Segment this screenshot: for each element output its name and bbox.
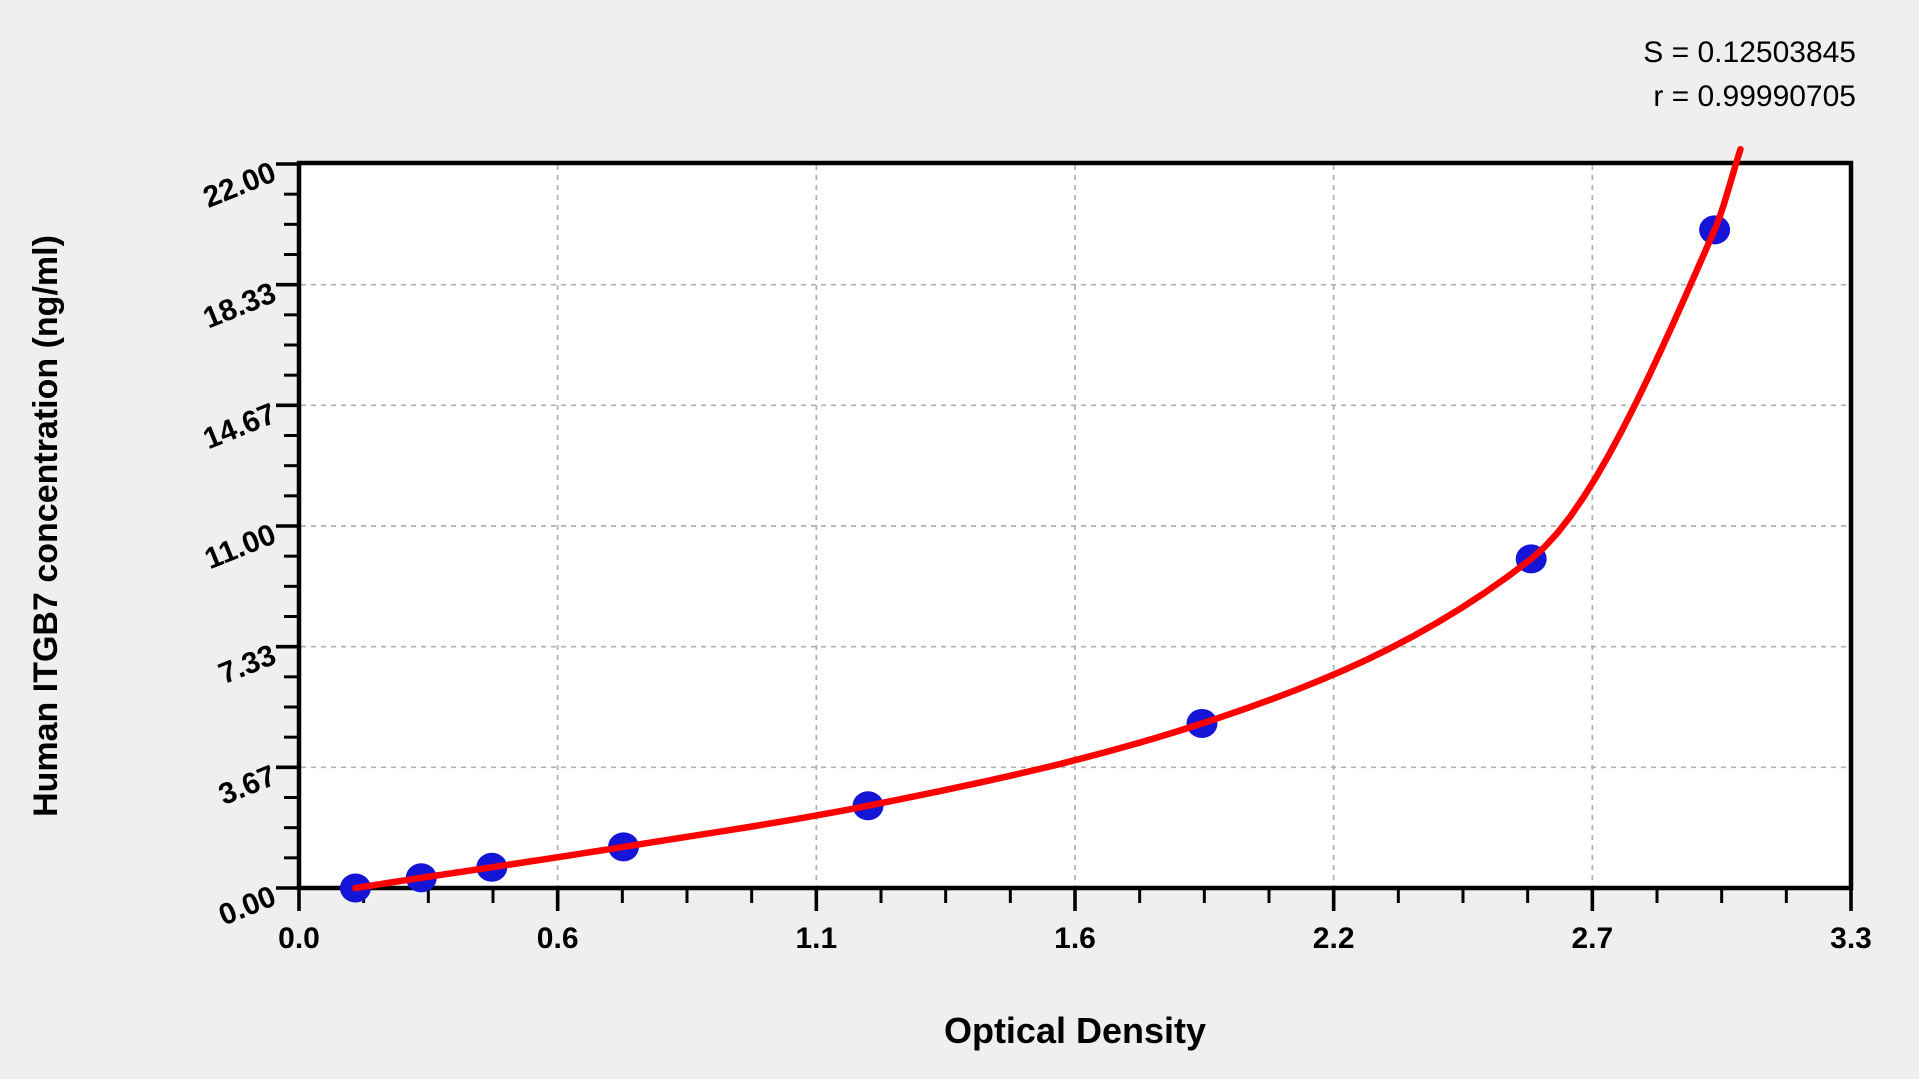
- stat-correlation: r = 0.99990705: [1653, 80, 1856, 113]
- gridlines: [301, 165, 1849, 887]
- stat-standard-error: S = 0.12503845: [1643, 36, 1856, 69]
- x-axis-title: Optical Density: [944, 1010, 1206, 1051]
- x-tick-label: 1.6: [1054, 922, 1096, 955]
- x-tick-label: 2.2: [1313, 922, 1355, 955]
- x-tick-label: 2.7: [1571, 922, 1613, 955]
- x-tick-label: 3.3: [1830, 922, 1872, 955]
- x-tick-label: 0.6: [537, 922, 579, 955]
- axis-ticks: [276, 162, 1853, 911]
- x-tick-label: 1.1: [795, 922, 837, 955]
- fit-curve-line: [352, 145, 1744, 892]
- plot-frame: [296, 160, 1854, 891]
- y-axis-title: Human ITGB7 concentration (ng/ml): [27, 235, 65, 817]
- x-tick-label: 0.0: [278, 922, 320, 955]
